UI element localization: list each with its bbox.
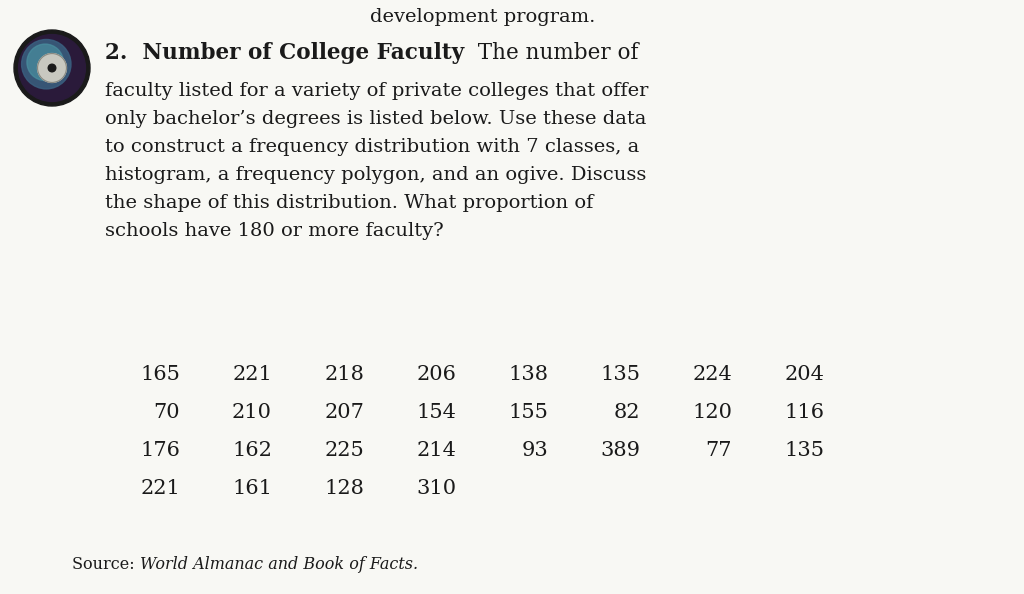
Text: histogram, a frequency polygon, and an ogive. Discuss: histogram, a frequency polygon, and an o…: [105, 166, 646, 184]
Circle shape: [18, 34, 85, 102]
Circle shape: [38, 53, 67, 83]
Text: World Almanac and Book of Facts.: World Almanac and Book of Facts.: [139, 556, 418, 573]
Text: 93: 93: [521, 441, 548, 460]
Text: 225: 225: [325, 441, 364, 460]
Text: The number of: The number of: [464, 42, 639, 64]
Text: 218: 218: [325, 365, 364, 384]
Text: 70: 70: [154, 403, 180, 422]
Circle shape: [27, 44, 63, 81]
Text: faculty listed for a variety of private colleges that offer: faculty listed for a variety of private …: [105, 82, 648, 100]
Text: 214: 214: [416, 441, 456, 460]
Text: Source:: Source:: [72, 556, 139, 573]
Text: development program.: development program.: [370, 8, 595, 26]
Text: 135: 135: [784, 441, 824, 460]
Text: 120: 120: [692, 403, 732, 422]
Text: 207: 207: [325, 403, 364, 422]
Text: to construct a frequency distribution with 7 classes, a: to construct a frequency distribution wi…: [105, 138, 639, 156]
Text: 162: 162: [232, 441, 272, 460]
Text: 155: 155: [508, 403, 548, 422]
Text: 116: 116: [784, 403, 824, 422]
Text: 210: 210: [232, 403, 272, 422]
Text: 221: 221: [232, 365, 272, 384]
Text: 138: 138: [508, 365, 548, 384]
Text: 82: 82: [613, 403, 640, 422]
Text: 135: 135: [600, 365, 640, 384]
Circle shape: [22, 39, 71, 89]
Text: 176: 176: [140, 441, 180, 460]
Text: schools have 180 or more faculty?: schools have 180 or more faculty?: [105, 222, 443, 240]
Text: 154: 154: [416, 403, 456, 422]
Text: 77: 77: [706, 441, 732, 460]
Text: 206: 206: [416, 365, 456, 384]
Text: only bachelor’s degrees is listed below. Use these data: only bachelor’s degrees is listed below.…: [105, 110, 646, 128]
Text: 161: 161: [232, 479, 272, 498]
Circle shape: [14, 30, 90, 106]
Text: 224: 224: [692, 365, 732, 384]
Circle shape: [48, 64, 55, 72]
Text: 128: 128: [325, 479, 364, 498]
Text: 204: 204: [784, 365, 824, 384]
Text: 221: 221: [140, 479, 180, 498]
Text: 389: 389: [600, 441, 640, 460]
Text: 310: 310: [416, 479, 456, 498]
Text: 165: 165: [140, 365, 180, 384]
Text: the shape of this distribution. What proportion of: the shape of this distribution. What pro…: [105, 194, 593, 212]
Text: 2.  Number of College Faculty: 2. Number of College Faculty: [105, 42, 464, 64]
